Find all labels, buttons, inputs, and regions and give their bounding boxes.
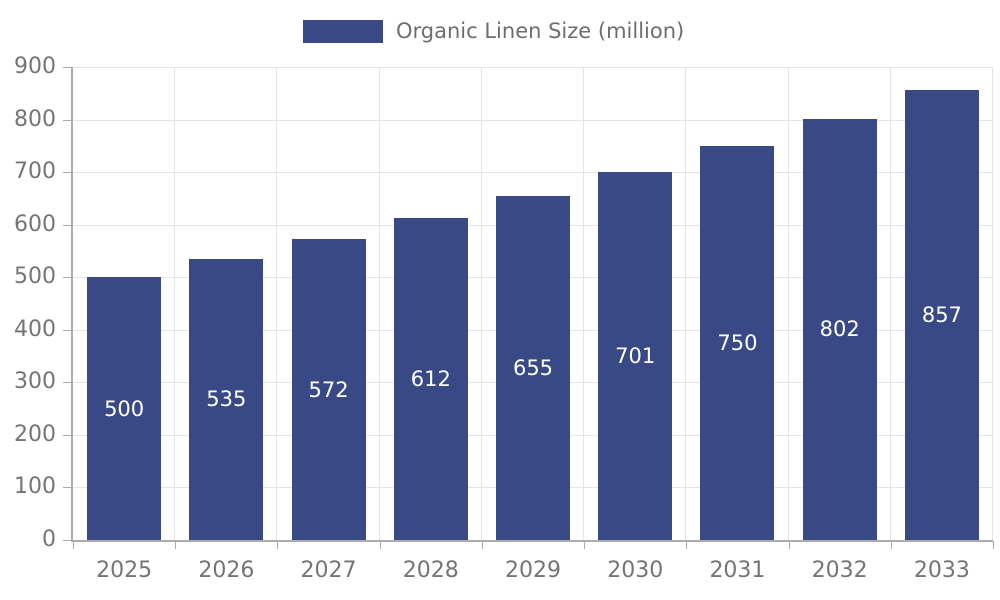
x-tick-label: 2032 (811, 558, 868, 583)
bar-2033[interactable]: 857 (904, 89, 979, 540)
y-tick-mark (63, 382, 73, 384)
gridline-vertical (992, 67, 993, 540)
y-tick-label: 400 (14, 316, 56, 342)
gridline-vertical (583, 67, 585, 540)
y-tick-mark (63, 329, 73, 331)
gridline-vertical (174, 67, 176, 540)
x-tick-mark (993, 541, 994, 549)
gridline-vertical (787, 67, 789, 540)
x-axis-line (71, 540, 993, 542)
y-tick-label: 600 (14, 211, 56, 237)
bar-2029[interactable]: 655 (496, 195, 570, 540)
x-tick-mark (481, 541, 483, 549)
bar-2025[interactable]: 500 (87, 277, 162, 540)
y-tick-label: 0 (42, 527, 56, 552)
y-tick-label: 700 (14, 159, 56, 185)
legend[interactable]: Organic Linen Size (million) (303, 19, 684, 44)
x-tick-label: 2029 (505, 558, 561, 583)
x-tick-mark (175, 541, 177, 549)
x-tick-mark (73, 541, 74, 549)
x-tick-label: 2025 (96, 558, 153, 583)
bar-2032[interactable]: 802 (802, 118, 877, 540)
y-tick-mark (63, 277, 73, 279)
gridline-horizontal (73, 67, 993, 68)
x-tick-mark (584, 541, 586, 549)
gridline-vertical (889, 67, 891, 540)
y-tick-label: 500 (14, 264, 56, 290)
x-tick-label: 2026 (198, 558, 255, 583)
bar-2026[interactable]: 535 (189, 258, 264, 540)
y-tick-label: 800 (14, 106, 56, 132)
legend-label: Organic Linen Size (million) (396, 19, 685, 43)
bar-value-label: 802 (819, 317, 860, 342)
x-tick-mark (686, 541, 688, 549)
gridline-horizontal (73, 172, 993, 174)
bar-value-label: 535 (206, 387, 247, 412)
bar-value-label: 612 (410, 367, 451, 392)
bar-value-label: 857 (921, 302, 962, 327)
y-tick-mark (63, 172, 73, 174)
y-tick-mark (63, 224, 73, 226)
bar-value-label: 572 (308, 377, 349, 402)
x-tick-mark (277, 541, 279, 549)
gridline-vertical (276, 67, 278, 540)
x-tick-label: 2031 (709, 558, 766, 583)
bar-value-label: 655 (512, 355, 554, 380)
gridline-vertical (685, 67, 687, 540)
x-tick-mark (788, 541, 790, 549)
y-tick-label: 300 (14, 369, 56, 395)
y-tick-label: 200 (14, 421, 56, 447)
x-tick-label: 2030 (607, 558, 664, 583)
x-tick-label: 2028 (402, 558, 459, 583)
y-tick-label: 100 (14, 474, 56, 500)
plot-area: 500 535 572 612 655 701 750 802 857 (71, 67, 993, 542)
bar-2028[interactable]: 612 (393, 218, 468, 540)
y-tick-label: 900 (14, 54, 56, 79)
bar-value-label: 500 (104, 396, 145, 421)
gridline-vertical (378, 67, 380, 540)
y-tick-mark (63, 119, 73, 121)
bar-value-label: 750 (717, 330, 758, 355)
legend-swatch-icon (303, 20, 383, 43)
gridline-vertical (480, 67, 482, 540)
y-tick-mark (63, 67, 73, 68)
bar-2027[interactable]: 572 (291, 239, 366, 540)
x-tick-mark (890, 541, 892, 549)
x-tick-mark (379, 541, 381, 549)
bar-2030[interactable]: 701 (598, 171, 673, 540)
y-tick-mark (63, 540, 73, 541)
gridline-horizontal (73, 119, 993, 121)
x-tick-label: 2033 (913, 558, 970, 583)
y-tick-mark (63, 434, 73, 436)
y-axis-line (71, 67, 73, 540)
x-tick-label: 2027 (300, 558, 357, 583)
bar-value-label: 701 (615, 343, 656, 368)
y-tick-mark (63, 487, 73, 489)
bar-2031[interactable]: 750 (700, 145, 775, 540)
